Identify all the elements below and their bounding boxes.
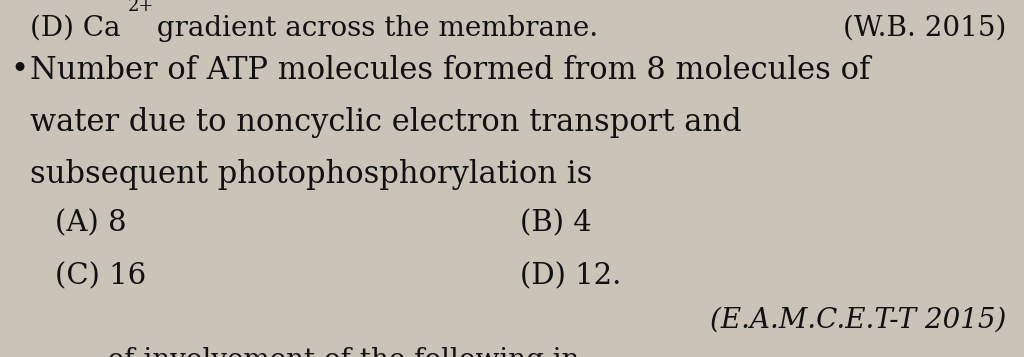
Text: (A) 8: (A) 8 bbox=[55, 209, 127, 237]
Text: (B) 4: (B) 4 bbox=[520, 209, 592, 237]
Text: 2+: 2+ bbox=[128, 0, 155, 15]
Text: (D) Ca: (D) Ca bbox=[30, 15, 121, 42]
Text: (D) 12.: (D) 12. bbox=[520, 262, 622, 290]
Text: (C) 16: (C) 16 bbox=[55, 262, 146, 290]
Text: water due to noncyclic electron transport and: water due to noncyclic electron transpor… bbox=[30, 107, 741, 138]
Text: of involvement of the following in: of involvement of the following in bbox=[10, 347, 580, 357]
Text: •: • bbox=[10, 55, 28, 86]
Text: gradient across the membrane.: gradient across the membrane. bbox=[148, 15, 598, 42]
Text: Number of ATP molecules formed from 8 molecules of: Number of ATP molecules formed from 8 mo… bbox=[30, 55, 870, 86]
Text: subsequent photophosphorylation is: subsequent photophosphorylation is bbox=[30, 159, 592, 190]
Text: (W.B. 2015): (W.B. 2015) bbox=[843, 15, 1006, 42]
Text: (E.A.M.C.E.T-T 2015): (E.A.M.C.E.T-T 2015) bbox=[710, 307, 1006, 334]
